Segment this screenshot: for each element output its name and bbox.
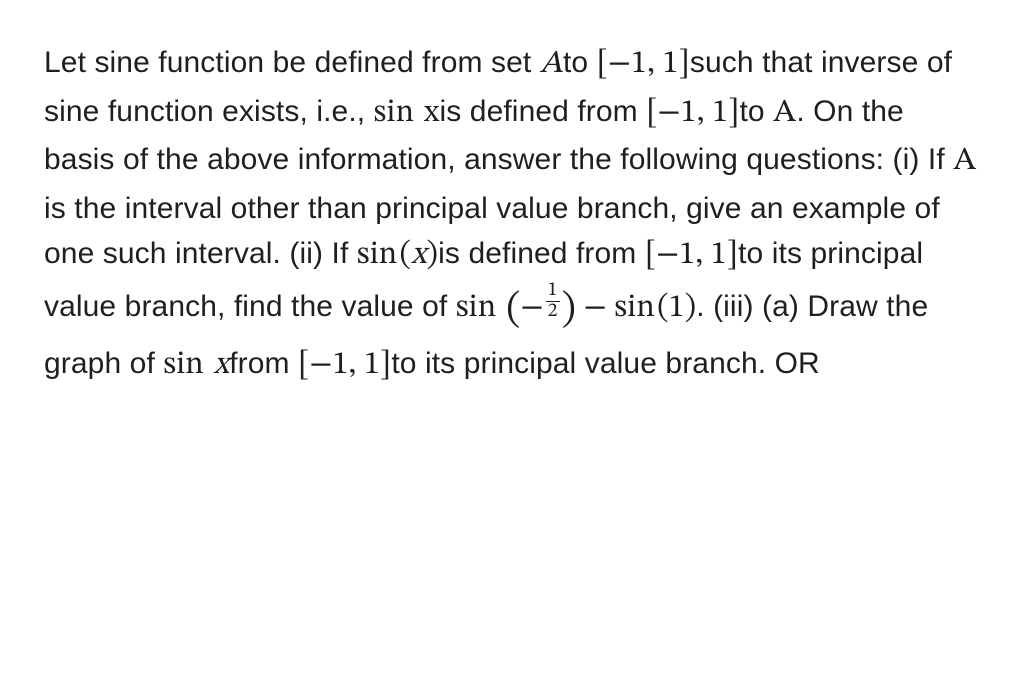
- text: Let sine function be defined from set: [44, 46, 540, 79]
- interval-close: ]: [380, 349, 391, 381]
- rparen: ): [427, 239, 439, 271]
- interval-values: −1, 1: [608, 48, 679, 80]
- interval-close: ]: [728, 97, 739, 129]
- math-A: A: [540, 48, 563, 80]
- sin: sin: [163, 349, 204, 381]
- text: from: [229, 347, 298, 380]
- interval-values: −1, 1: [657, 97, 728, 129]
- interval-close: ]: [727, 239, 738, 271]
- space: [499, 292, 507, 324]
- sin: sin: [374, 97, 415, 129]
- fraction-num: 1: [546, 281, 560, 302]
- big-rparen: ): [562, 290, 576, 330]
- math-A: A: [773, 97, 796, 129]
- interval-values: −1, 1: [309, 349, 380, 381]
- text: to: [739, 95, 773, 128]
- text: to: [563, 46, 597, 79]
- fraction-den: 2: [546, 302, 560, 322]
- interval-open: [: [646, 97, 657, 129]
- interval-open: [: [597, 48, 608, 80]
- lparen: (: [400, 239, 412, 271]
- sin: sin: [456, 292, 497, 324]
- space: [206, 349, 214, 381]
- text: to its principal value branch. OR: [391, 347, 820, 380]
- x-italic: x: [411, 239, 426, 271]
- text: is defined from: [438, 237, 645, 270]
- x-italic: x: [214, 349, 229, 381]
- sin: sin: [614, 292, 655, 324]
- big-lparen: (: [506, 290, 520, 330]
- fraction-half: 12: [546, 281, 560, 322]
- x-upright: x: [416, 97, 439, 129]
- math-A: A: [953, 145, 976, 177]
- negative-sign: −: [521, 292, 544, 324]
- question-paragraph: Let sine function be defined from set A …: [44, 40, 980, 390]
- interval-values: −1, 1: [656, 239, 727, 271]
- sin: sin: [357, 239, 398, 271]
- lparen: (: [657, 292, 669, 324]
- text: is defined from: [440, 95, 647, 128]
- interval-close: ]: [679, 48, 690, 80]
- interval-open: [: [645, 239, 656, 271]
- interval-open: [: [298, 349, 309, 381]
- rparen: ): [685, 292, 697, 324]
- minus-op: −: [576, 292, 614, 324]
- one: 1: [669, 292, 685, 324]
